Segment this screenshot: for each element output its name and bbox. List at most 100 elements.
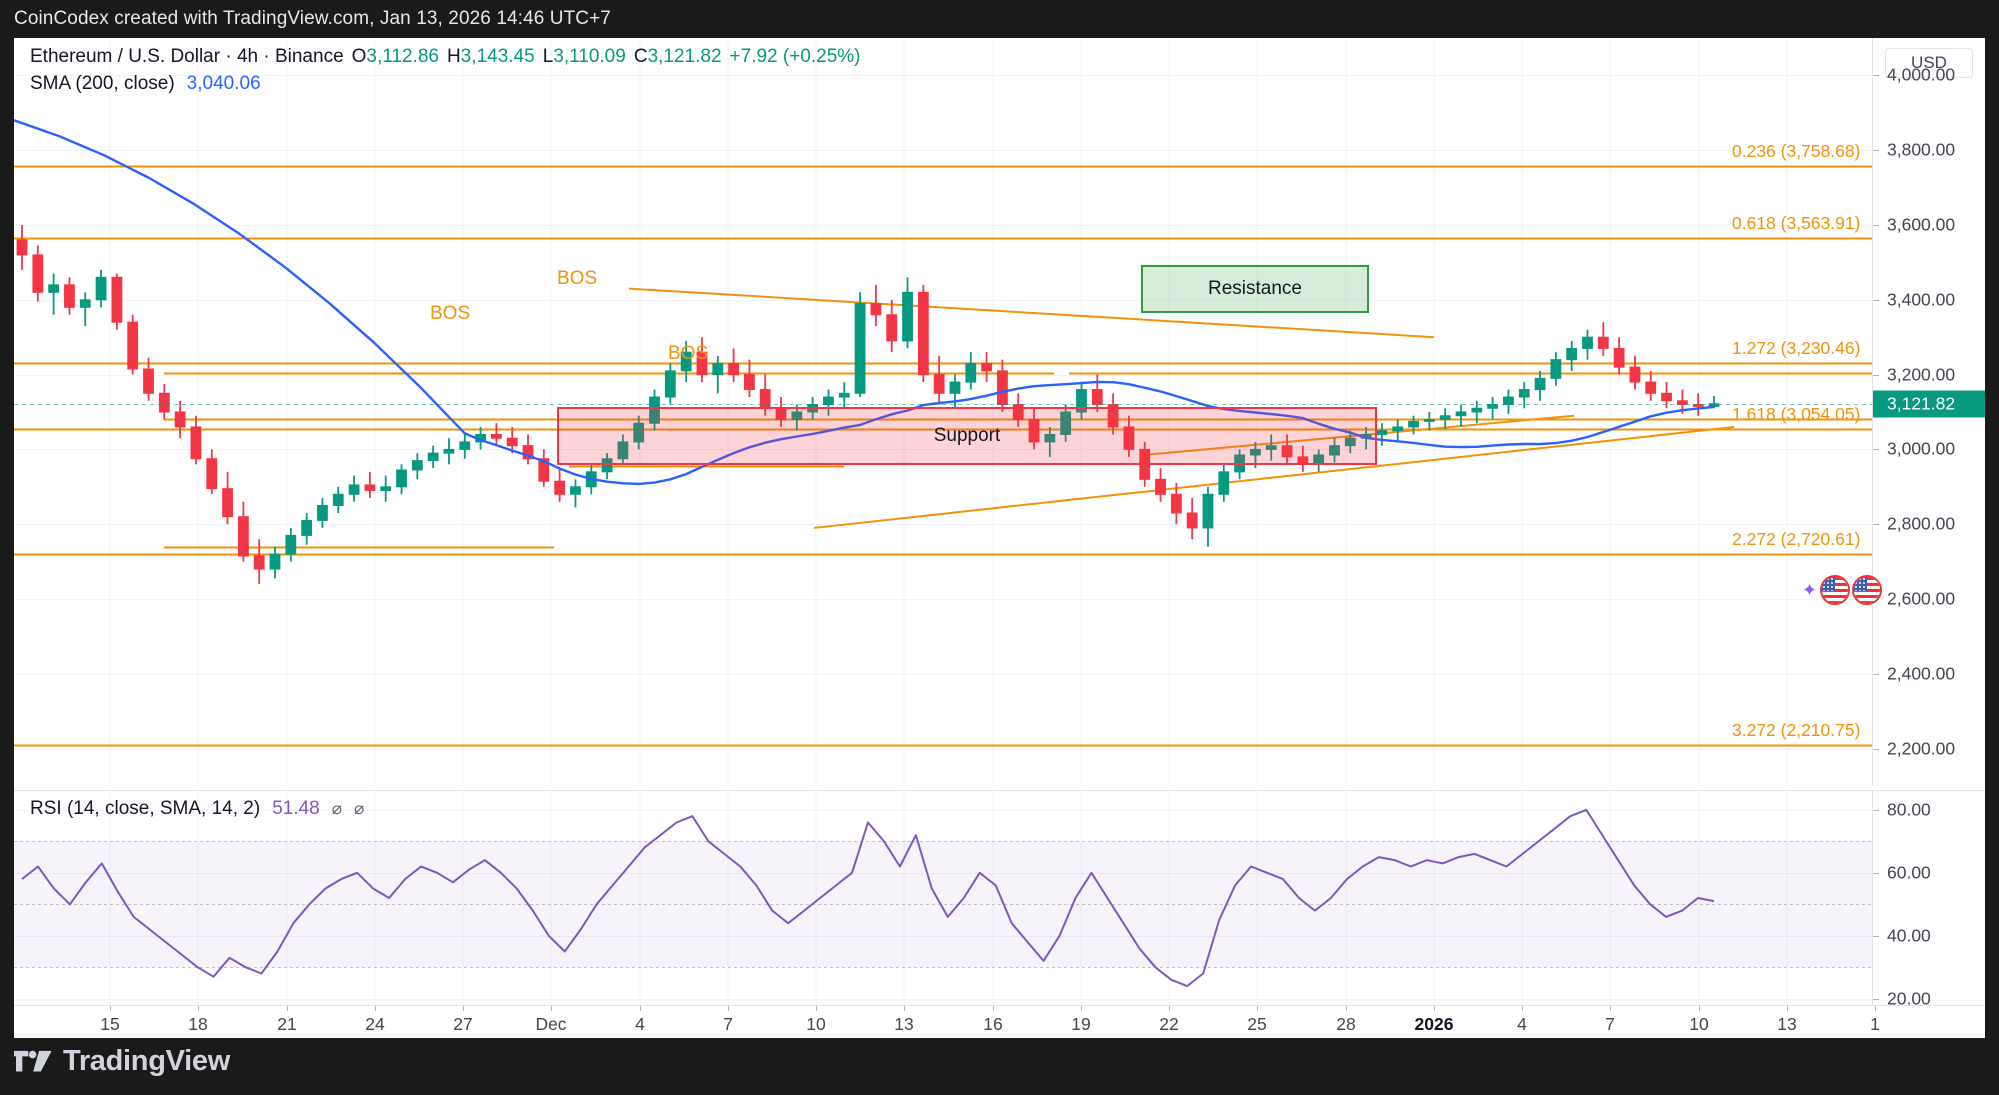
time-axis-label: 10 bbox=[806, 1014, 826, 1034]
time-axis-tick bbox=[551, 1006, 552, 1011]
price-axis-tick bbox=[1873, 375, 1879, 376]
sparkle-icon: ✦ bbox=[1802, 580, 1818, 600]
price-axis-tick bbox=[1873, 75, 1879, 76]
price-chart-canvas bbox=[14, 38, 1872, 786]
time-axis-tick bbox=[1346, 1006, 1347, 1011]
economic-event-markers[interactable]: ✦ bbox=[1802, 575, 1883, 605]
time-axis-label: 19 bbox=[1071, 1014, 1091, 1034]
rsi-legend-name[interactable]: RSI (14, close, SMA, 14, 2) bbox=[30, 798, 261, 819]
price-axis[interactable]: USD 4,000.00 3,800.00 3,600.00 3,400.00 3,20… bbox=[1872, 38, 1985, 786]
rsi-axis-tick bbox=[1873, 810, 1879, 811]
time-axis-tick bbox=[904, 1006, 905, 1011]
rsi-axis-label: 80.00 bbox=[1887, 799, 1931, 820]
rsi-axis-tick bbox=[1873, 936, 1879, 937]
rsi-axis-label: 40.00 bbox=[1887, 925, 1931, 946]
time-axis-tick bbox=[640, 1006, 641, 1011]
bos-label-3: BOS bbox=[668, 343, 709, 364]
time-axis-tick bbox=[1081, 1006, 1082, 1011]
rsi-axis-label: 60.00 bbox=[1887, 862, 1931, 883]
rsi-axis-tick bbox=[1873, 999, 1879, 1000]
time-axis-tick bbox=[728, 1006, 729, 1011]
us-flag-icon[interactable] bbox=[1852, 575, 1883, 605]
price-axis-label: 3,400.00 bbox=[1887, 289, 1956, 310]
rsi-axis[interactable]: 80.00 60.00 40.00 20.00 bbox=[1872, 790, 1985, 1008]
support-zone-box[interactable]: Support bbox=[557, 407, 1377, 465]
rsi-chart-canvas bbox=[14, 791, 1872, 1005]
tradingview-brand-text: TradingView bbox=[63, 1045, 230, 1077]
time-axis-label: 4 bbox=[1517, 1014, 1527, 1034]
rsi-legend-dim-2: ⌀ bbox=[354, 799, 365, 818]
price-axis-tick bbox=[1873, 225, 1879, 226]
time-axis-tick bbox=[198, 1006, 199, 1011]
last-price-badge: 3,121.82 bbox=[1873, 390, 1985, 418]
time-axis-label: 10 bbox=[1689, 1014, 1709, 1034]
fib-level-label[interactable]: 0.618 (3,563.91) bbox=[1732, 213, 1861, 234]
resistance-zone-label: Resistance bbox=[1208, 278, 1302, 299]
time-axis-tick bbox=[1875, 1006, 1876, 1011]
time-axis-label: 7 bbox=[1605, 1014, 1615, 1034]
time-axis-tick bbox=[1434, 1006, 1435, 1011]
price-axis-tick bbox=[1873, 674, 1879, 675]
price-axis-label: 3,200.00 bbox=[1887, 364, 1956, 385]
time-axis-label: 1 bbox=[1870, 1014, 1880, 1034]
time-axis[interactable]: 15 18 21 24 27 Dec 4 7 10 13 16 19 22 25 28 2026 4 7 10 13 1 bbox=[14, 1005, 1985, 1038]
time-axis-tick bbox=[1169, 1006, 1170, 1011]
time-axis-label: 28 bbox=[1336, 1014, 1356, 1034]
time-axis-label: 25 bbox=[1247, 1014, 1267, 1034]
rsi-legend-dim-1: ⌀ bbox=[331, 799, 342, 818]
price-axis-label: 4,000.00 bbox=[1887, 64, 1956, 85]
fib-level-label[interactable]: 2.272 (2,720.61) bbox=[1732, 528, 1861, 549]
time-axis-tick bbox=[1787, 1006, 1788, 1011]
rsi-axis-tick bbox=[1873, 873, 1879, 874]
price-axis-label: 2,600.00 bbox=[1887, 588, 1956, 609]
fib-level-label[interactable]: 1.272 (3,230.46) bbox=[1732, 338, 1861, 359]
time-axis-label: 22 bbox=[1159, 1014, 1179, 1034]
attribution-bar: CoinCodex created with TradingView.com, … bbox=[0, 0, 1999, 38]
currency-badge[interactable]: USD bbox=[1885, 48, 1973, 78]
time-axis-tick bbox=[375, 1006, 376, 1011]
time-axis-label: 18 bbox=[188, 1014, 208, 1034]
rsi-legend-value: 51.48 bbox=[272, 798, 320, 819]
time-axis-tick bbox=[1610, 1006, 1611, 1011]
time-axis-label: 15 bbox=[100, 1014, 120, 1034]
rsi-legend: RSI (14, close, SMA, 14, 2) 51.48 ⌀ ⌀ bbox=[30, 798, 364, 820]
time-axis-tick bbox=[1699, 1006, 1700, 1011]
price-axis-tick bbox=[1873, 150, 1879, 151]
time-axis-label: 7 bbox=[723, 1014, 733, 1034]
price-pane[interactable] bbox=[14, 38, 1872, 786]
time-axis-tick bbox=[1522, 1006, 1523, 1011]
price-axis-tick bbox=[1873, 524, 1879, 525]
bos-label-2: BOS bbox=[430, 303, 471, 324]
attribution-text: CoinCodex created with TradingView.com, … bbox=[14, 8, 611, 29]
time-axis-tick bbox=[993, 1006, 994, 1011]
time-axis-tick bbox=[110, 1006, 111, 1011]
price-axis-tick bbox=[1873, 300, 1879, 301]
time-axis-label: 16 bbox=[983, 1014, 1003, 1034]
price-axis-label: 3,800.00 bbox=[1887, 139, 1956, 160]
tradingview-logo-icon bbox=[14, 1050, 52, 1071]
support-zone-label: Support bbox=[933, 425, 1001, 446]
rsi-axis-label: 20.00 bbox=[1887, 988, 1931, 1009]
resistance-zone-box[interactable]: Resistance bbox=[1141, 265, 1369, 313]
fib-level-label[interactable]: 3.272 (2,210.75) bbox=[1732, 719, 1861, 740]
time-axis-label: 13 bbox=[1777, 1014, 1797, 1034]
price-axis-label: 2,200.00 bbox=[1887, 738, 1956, 759]
price-axis-tick bbox=[1873, 749, 1879, 750]
rsi-pane[interactable] bbox=[14, 790, 1872, 1005]
time-axis-tick bbox=[816, 1006, 817, 1011]
time-axis-label: 13 bbox=[894, 1014, 914, 1034]
time-axis-label: 24 bbox=[365, 1014, 385, 1034]
time-axis-label: 27 bbox=[453, 1014, 473, 1034]
us-flag-icon[interactable] bbox=[1820, 575, 1851, 605]
time-axis-label: Dec bbox=[535, 1014, 567, 1034]
price-axis-label: 3,600.00 bbox=[1887, 214, 1956, 235]
price-axis-label: 2,800.00 bbox=[1887, 513, 1956, 534]
fib-level-label[interactable]: 1.618 (3,054.05) bbox=[1732, 404, 1861, 425]
bos-label-1: BOS bbox=[557, 268, 598, 289]
time-axis-tick bbox=[463, 1006, 464, 1011]
time-axis-tick bbox=[1257, 1006, 1258, 1011]
fib-level-label[interactable]: 0.236 (3,758.68) bbox=[1732, 140, 1861, 161]
price-axis-label: 2,400.00 bbox=[1887, 663, 1956, 684]
